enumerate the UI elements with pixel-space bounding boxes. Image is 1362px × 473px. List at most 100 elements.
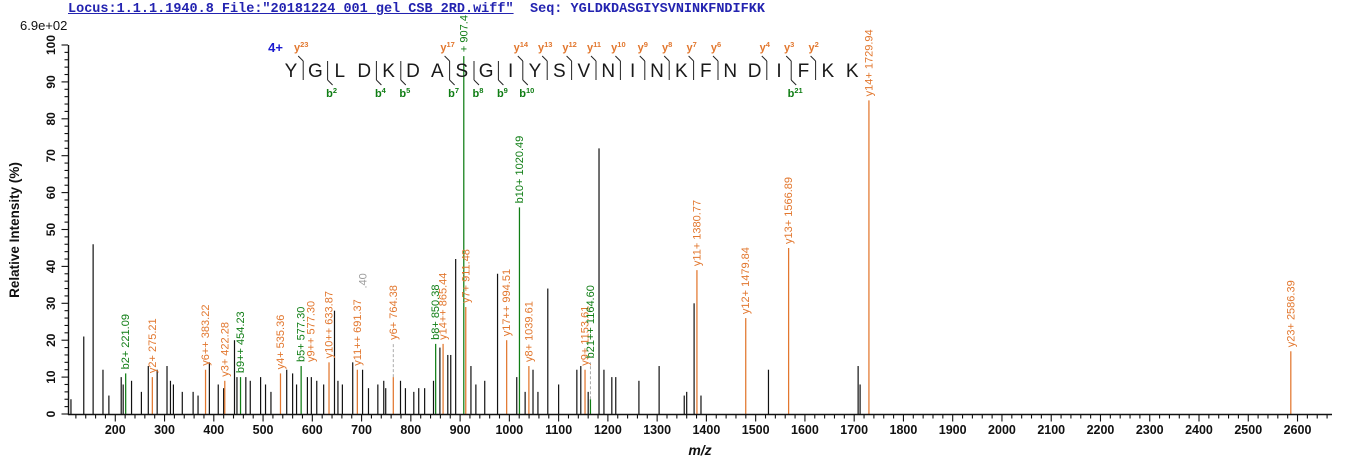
peak-label-y2+: y2+ 275.21	[147, 318, 159, 373]
y-ion-tick	[810, 55, 816, 62]
y-tick-label: 30	[44, 296, 58, 310]
sequence-residue: S	[553, 61, 566, 82]
y-ion-mark-y7: y7	[686, 40, 696, 54]
y-tick-label: 60	[44, 186, 58, 200]
b-ion-tick	[449, 79, 455, 86]
x-tick-label: 1600	[791, 423, 819, 437]
sequence-residue: I	[776, 61, 781, 82]
y-tick-label: 0	[44, 410, 58, 417]
peak-label-y8+: y8+ 1039.61	[523, 301, 535, 362]
b-ion-tick	[376, 79, 382, 86]
x-tick-label: 1700	[840, 423, 868, 437]
peak-label-y10++: y10++ 633.87	[324, 291, 336, 358]
x-tick-label: 400	[203, 423, 224, 437]
x-tick-label: 1900	[939, 423, 967, 437]
sequence-residue: N	[650, 61, 664, 82]
b-ion-mark-b4: b4	[375, 86, 387, 100]
peak-label-y6++: y6++ 383.22	[200, 305, 212, 366]
y-tick-label: 70	[44, 149, 58, 163]
y-ion-mark-y4: y4	[760, 40, 771, 54]
x-tick-label: 1200	[594, 423, 622, 437]
peak-label-b9+: + 907.4	[458, 15, 470, 52]
header: Locus:1.1.1.1940.8 File:"20181224_001_ge…	[0, 2, 1362, 22]
y-ion-tick	[541, 55, 548, 62]
sequence-residue: Y	[529, 61, 542, 82]
peak-label-y7+: y7+ 911.48	[460, 249, 472, 303]
peak-label-y4+: y4+ 535.36	[275, 315, 287, 370]
y-ion-mark-y17: y17	[440, 40, 454, 54]
sequence-residue: A	[431, 61, 444, 82]
y-ion-tick	[566, 55, 572, 62]
locus-file-label: Locus:1.1.1.1940.8 File:"20181224_001_ge…	[68, 2, 514, 17]
b-ion-mark-b21: b21	[788, 86, 803, 100]
peak-label-b21++: b21++ 1164.60	[585, 285, 597, 358]
y-ion-tick	[297, 55, 304, 62]
sequence-residue: K	[382, 61, 395, 82]
y-ion-mark-y6: y6	[711, 40, 721, 54]
y-axis-title: Relative Intensity (%)	[7, 162, 22, 298]
sequence-residue: K	[675, 61, 688, 82]
b-ion-tick	[473, 79, 480, 86]
x-tick-label: 800	[400, 423, 421, 437]
y-ion-tick	[688, 55, 694, 62]
y-ion-mark-y12: y12	[562, 40, 576, 54]
sequence-residue: D	[748, 61, 762, 82]
x-axis-title: m/z	[688, 442, 711, 458]
y-ion-tick	[785, 55, 792, 62]
sequence-residue: G	[308, 61, 323, 82]
x-tick-label: 2100	[1037, 423, 1065, 437]
sequence-residue: F	[700, 61, 712, 82]
peak-label-y14++: y14++ 865.44	[438, 273, 450, 340]
x-tick-label: 1000	[495, 423, 523, 437]
y-tick-label: 40	[44, 259, 58, 273]
peak-label-y14+: y14+ 1729.94	[863, 29, 875, 96]
peak-label-y11++: y11++ 691.37	[352, 299, 364, 365]
y-ion-mark-y14: y14	[514, 40, 529, 54]
sequence-residue: V	[577, 61, 590, 82]
x-tick-label: 300	[154, 423, 175, 437]
peak-label-y17++: y17++ 994.51	[501, 269, 513, 336]
peak-label-y13+: y13+ 1566.89	[783, 177, 795, 244]
y-ion-mark-y11: y11	[587, 40, 601, 54]
y-ion-tick	[590, 55, 597, 62]
peak-label-b8+: b8+ 850.38	[430, 285, 442, 340]
y-ion-tick	[444, 55, 450, 62]
b-ion-tick	[522, 79, 529, 86]
sequence-residue: N	[723, 61, 737, 82]
sequence-residue: I	[630, 61, 635, 82]
b-ion-mark-b9: b9	[497, 86, 508, 100]
sequence-residue: Y	[285, 61, 298, 82]
b-ion-mark-b2: b2	[326, 86, 337, 100]
peak-label-y11+: y11+ 1380.77	[691, 200, 703, 266]
y-tick-label: 10	[44, 370, 58, 384]
y-tick-label: 80	[44, 112, 58, 126]
x-tick-label: 2200	[1087, 423, 1115, 437]
peptide-sequence-label: Seq: YGLDKDASGIYSVNINKFNDIFKK	[530, 2, 765, 17]
peak-label-y6+: y6+ 764.38	[388, 285, 400, 340]
y-tick-label: 100	[44, 35, 58, 55]
b-ion-tick	[327, 79, 333, 86]
b-ion-tick	[498, 79, 504, 86]
x-tick-label: 700	[351, 423, 372, 437]
y-ion-mark-y23: y23	[294, 40, 308, 54]
y-ion-mark-y9: y9	[638, 40, 648, 54]
x-tick-label: 2500	[1234, 423, 1262, 437]
b-ion-mark-b8: b8	[473, 86, 484, 100]
peak-label-b10+: b10+ 1020.49	[514, 136, 526, 204]
y-tick-label: 20	[44, 333, 58, 347]
y-ion-tick	[517, 55, 524, 62]
sequence-residue: D	[406, 61, 420, 82]
y-ion-mark-y2: y2	[808, 40, 818, 54]
peak-label-b9++: b9++ 454.23	[235, 311, 247, 373]
y-ion-tick	[761, 55, 768, 62]
y-ion-tick	[639, 55, 646, 62]
peak-label-y12+: y12+ 1479.84	[740, 247, 752, 314]
x-tick-label: 2600	[1284, 423, 1312, 437]
x-tick-label: 2000	[988, 423, 1016, 437]
sequence-residue: K	[846, 61, 859, 82]
x-tick-label: 1100	[545, 423, 572, 437]
b-ion-mark-b10: b10	[519, 86, 534, 100]
sequence-residue: G	[479, 61, 494, 82]
